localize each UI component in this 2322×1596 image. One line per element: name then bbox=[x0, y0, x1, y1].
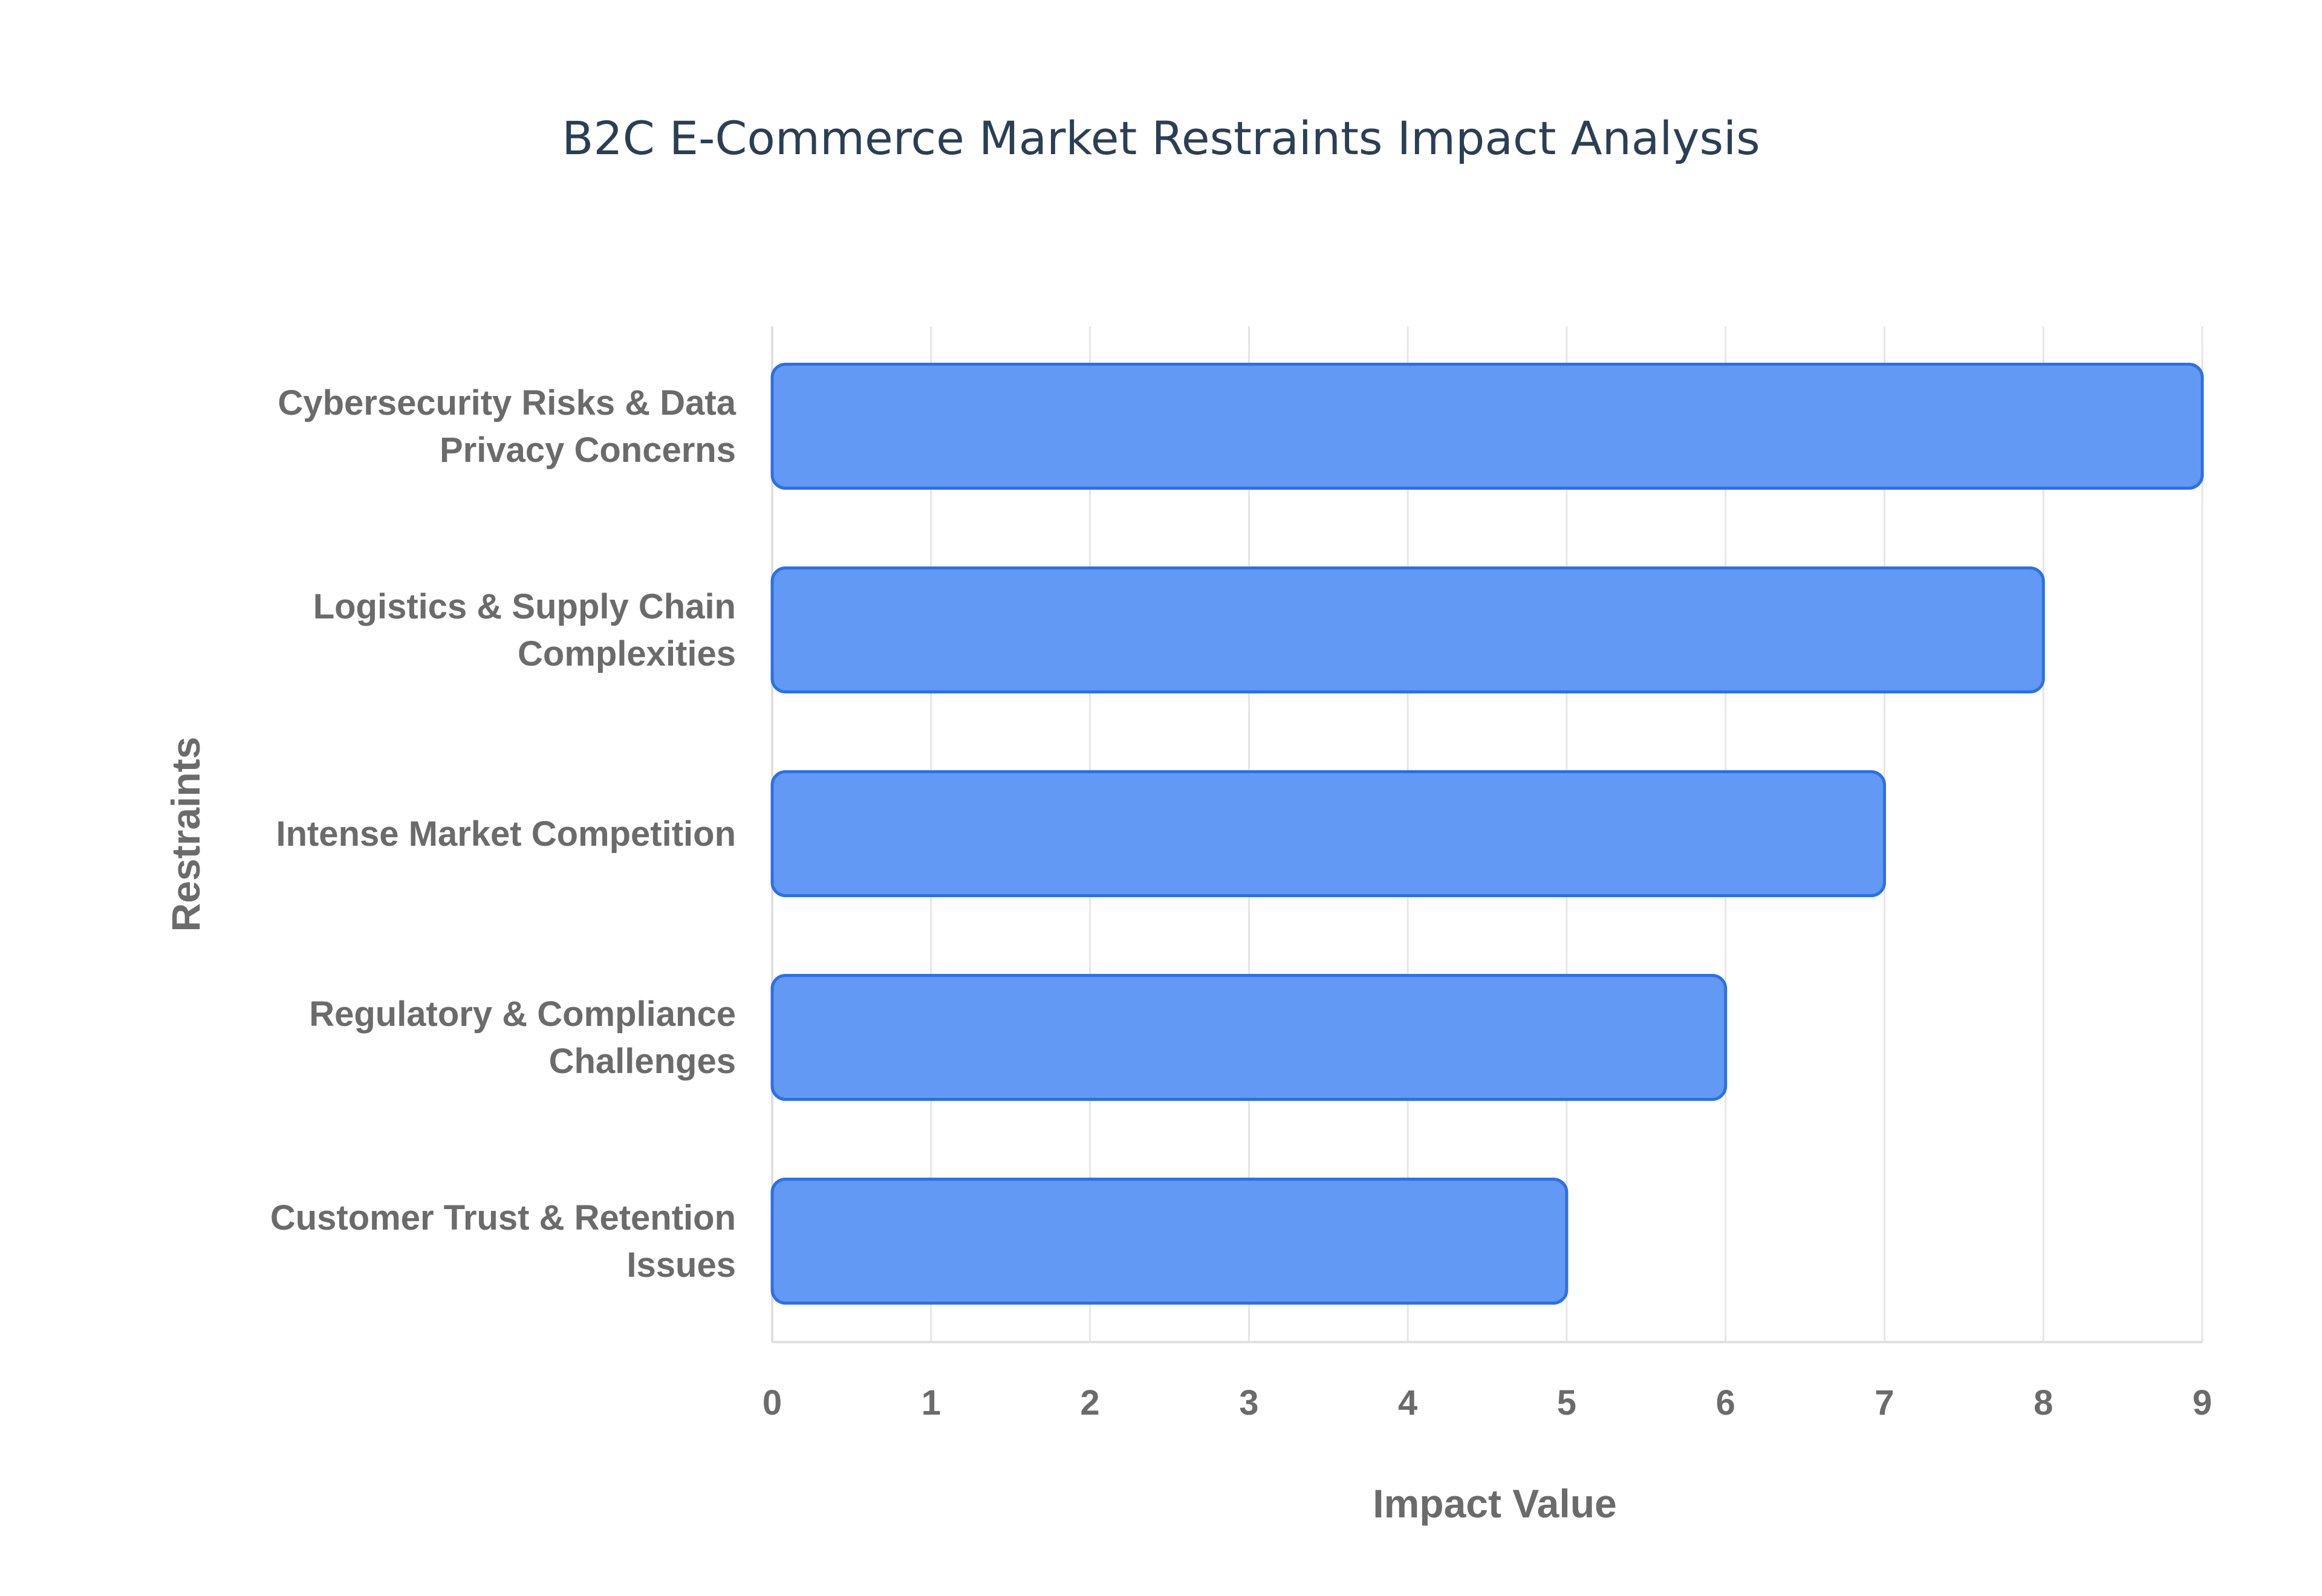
category-label-line: Cybersecurity Risks & Data bbox=[278, 383, 736, 423]
category-label: Cybersecurity Risks & Data Privacy Concer… bbox=[278, 383, 736, 470]
bar bbox=[770, 770, 1886, 897]
y-axis-title: Restraints bbox=[163, 737, 208, 932]
category-label-line: Complexities bbox=[518, 634, 736, 673]
category-label-line: Privacy Concerns bbox=[440, 430, 736, 470]
bar bbox=[770, 363, 2204, 490]
x-tick-labels: 0 1 2 3 4 5 6 7 8 9 bbox=[763, 1383, 2212, 1422]
x-tick-label: 7 bbox=[1875, 1383, 1894, 1422]
x-tick-label: 8 bbox=[2034, 1383, 2053, 1422]
category-label-line: Intense Market Competition bbox=[276, 814, 736, 854]
bar bbox=[770, 566, 2045, 693]
category-label: Logistics & Supply Chain Complexities bbox=[313, 587, 736, 673]
chart-title: B2C E-Commerce Market Restraints Impact … bbox=[562, 111, 1760, 165]
category-label-line: Challenges bbox=[549, 1042, 736, 1081]
x-tick-label: 0 bbox=[763, 1383, 782, 1422]
category-label-line: Customer Trust & Retention bbox=[270, 1198, 736, 1238]
bar bbox=[770, 1178, 1569, 1305]
category-labels: Cybersecurity Risks & Data Privacy Concer… bbox=[270, 383, 737, 1285]
x-tick-label: 6 bbox=[1716, 1383, 1735, 1422]
category-label-line: Regulatory & Compliance bbox=[309, 994, 736, 1034]
x-tick-label: 5 bbox=[1557, 1383, 1576, 1422]
x-tick-label: 9 bbox=[2193, 1383, 2212, 1422]
bars bbox=[770, 363, 2204, 1305]
category-label-line: Issues bbox=[626, 1245, 736, 1285]
x-axis-title: Impact Value bbox=[1373, 1481, 1617, 1526]
category-label: Intense Market Competition bbox=[276, 814, 736, 854]
x-tick-label: 3 bbox=[1239, 1383, 1258, 1422]
category-label-line: Logistics & Supply Chain bbox=[313, 587, 736, 626]
x-tick-label: 4 bbox=[1398, 1383, 1417, 1422]
bar bbox=[770, 974, 1728, 1101]
category-label: Customer Trust & Retention Issues bbox=[270, 1198, 736, 1285]
x-tick-label: 1 bbox=[922, 1383, 941, 1422]
category-label: Regulatory & Compliance Challenges bbox=[309, 994, 736, 1081]
x-tick-label: 2 bbox=[1080, 1383, 1099, 1422]
